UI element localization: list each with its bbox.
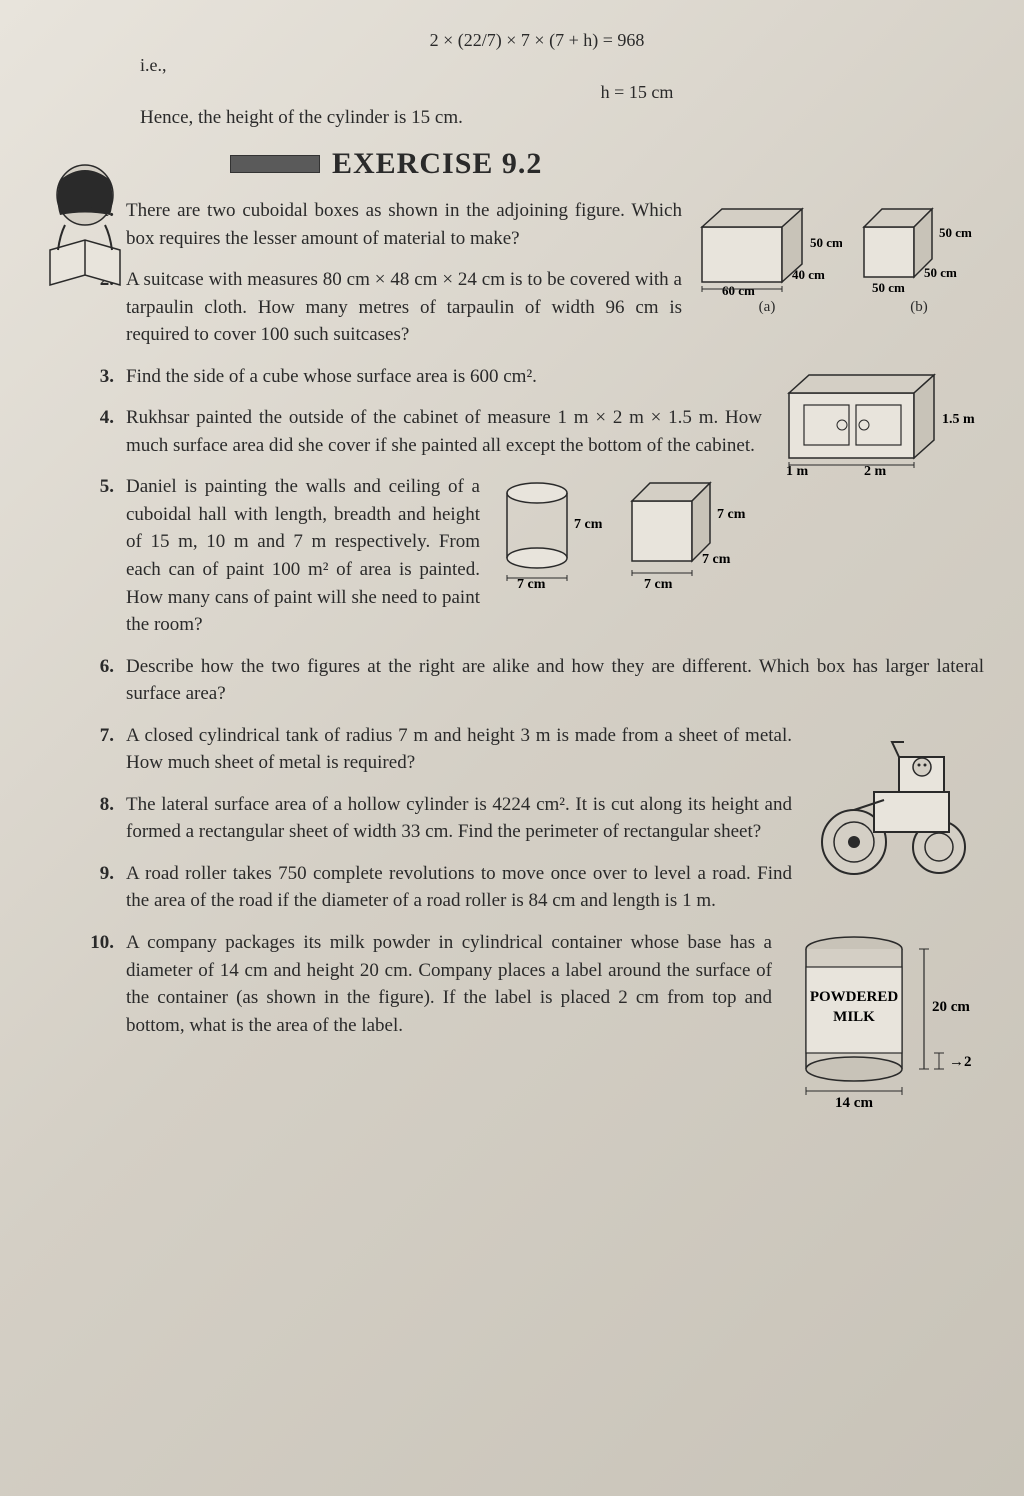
qnum-10: 10. [90, 929, 126, 1039]
qtext-5: Daniel is painting the walls and ceiling… [126, 473, 480, 638]
cuboid-a-d: 40 cm [792, 267, 825, 282]
road-roller-icon [804, 722, 984, 882]
cyl-d: 7 cm [517, 577, 546, 592]
cuboid-b-icon: 50 cm 50 cm 50 cm [854, 197, 984, 297]
cube-h: 7 cm [717, 507, 746, 522]
qnum-6: 6. [90, 653, 126, 708]
question-3: 3. Find the side of a cube whose surface… [90, 363, 762, 391]
formula-2: h = 15 cm [90, 82, 984, 103]
question-8: 8. The lateral surface area of a hollow … [90, 791, 792, 846]
exercise-header: EXERCISE 9.2 [230, 147, 984, 181]
cylinder-icon: 7 cm 7 cm [492, 473, 602, 603]
qtext-4: Rukhsar painted the outside of the cabin… [126, 404, 762, 459]
milk-label-1: POWDERED [810, 989, 899, 1005]
question-7: 7. A closed cylindrical tank of radius 7… [90, 722, 792, 777]
cube-icon: 7 cm 7 cm 7 cm [622, 473, 762, 603]
cuboid-b-h: 50 cm [939, 225, 972, 240]
cabinet-icon: 1.5 m 2 m 1 m [774, 363, 984, 483]
formula-1: 2 × (22/7) × 7 × (7 + h) = 968 [90, 30, 984, 51]
cuboid-a-w: 60 cm [722, 283, 755, 297]
cuboid-b-w: 50 cm [872, 280, 905, 295]
cuboid-a-label: (a) [692, 299, 842, 316]
qnum-7: 7. [90, 722, 126, 777]
cabinet-w: 2 m [864, 464, 887, 479]
qtext-7: A closed cylindrical tank of radius 7 m … [126, 722, 792, 777]
cabinet-h: 1.5 m [942, 412, 975, 427]
qnum-4: 4. [90, 404, 126, 459]
cuboid-figures: 50 cm 40 cm 60 cm (a) 50 cm 50 cm 50 cm … [692, 197, 984, 316]
cube-w: 7 cm [644, 577, 673, 592]
qtext-8: The lateral surface area of a hollow cyl… [126, 791, 792, 846]
qtext-10: A company packages its milk powder in cy… [126, 929, 772, 1039]
question-4: 4. Rukhsar painted the outside of the ca… [90, 404, 762, 459]
cuboid-a-icon: 50 cm 40 cm 60 cm [692, 197, 842, 297]
milk-h: 20 cm [932, 999, 970, 1015]
question-6: 6. Describe how the two figures at the r… [90, 653, 984, 708]
qnum-8: 8. [90, 791, 126, 846]
qtext-2: A suitcase with measures 80 cm × 48 cm ×… [126, 266, 682, 349]
qtext-3: Find the side of a cube whose surface ar… [126, 363, 762, 391]
milk-gap: →2 [949, 1054, 972, 1070]
question-1: 1. There are two cuboidal boxes as shown… [90, 197, 682, 252]
cylinder-cube-figures: 7 cm 7 cm 7 cm 7 cm 7 cm [492, 473, 762, 603]
cabinet-figure: 1.5 m 2 m 1 m [774, 363, 984, 488]
question-5: 5. Daniel is painting the walls and ceil… [90, 473, 480, 638]
girl-reading-icon [30, 160, 140, 290]
question-9: 9. A road roller takes 750 complete revo… [90, 860, 792, 915]
cyl-h: 7 cm [574, 517, 602, 532]
milk-can-icon: POWDERED MILK 20 cm →2 14 cm [784, 929, 984, 1109]
ie-label: i.e., [90, 55, 167, 76]
milk-label-2: MILK [833, 1009, 875, 1025]
hence-line: Hence, the height of the cylinder is 15 … [90, 107, 984, 129]
cuboid-b-d: 50 cm [924, 265, 957, 280]
question-10: 10. A company packages its milk powder i… [90, 929, 772, 1039]
cuboid-b-label: (b) [854, 299, 984, 316]
qtext-6: Describe how the two figures at the righ… [126, 653, 984, 708]
qtext-1: There are two cuboidal boxes as shown in… [126, 197, 682, 252]
exercise-title: EXERCISE 9.2 [332, 147, 542, 181]
milk-container-figure: POWDERED MILK 20 cm →2 14 cm [784, 929, 984, 1114]
qnum-9: 9. [90, 860, 126, 915]
intro-block: 2 × (22/7) × 7 × (7 + h) = 968 i.e., h =… [90, 30, 984, 129]
header-bar-icon [230, 155, 320, 173]
qnum-3: 3. [90, 363, 126, 391]
cuboid-a-h: 50 cm [810, 235, 842, 250]
milk-d: 14 cm [835, 1095, 873, 1109]
question-2: 2. A suitcase with measures 80 cm × 48 c… [90, 266, 682, 349]
qnum-5: 5. [90, 473, 126, 638]
cube-d: 7 cm [702, 552, 731, 567]
qtext-9: A road roller takes 750 complete revolut… [126, 860, 792, 915]
